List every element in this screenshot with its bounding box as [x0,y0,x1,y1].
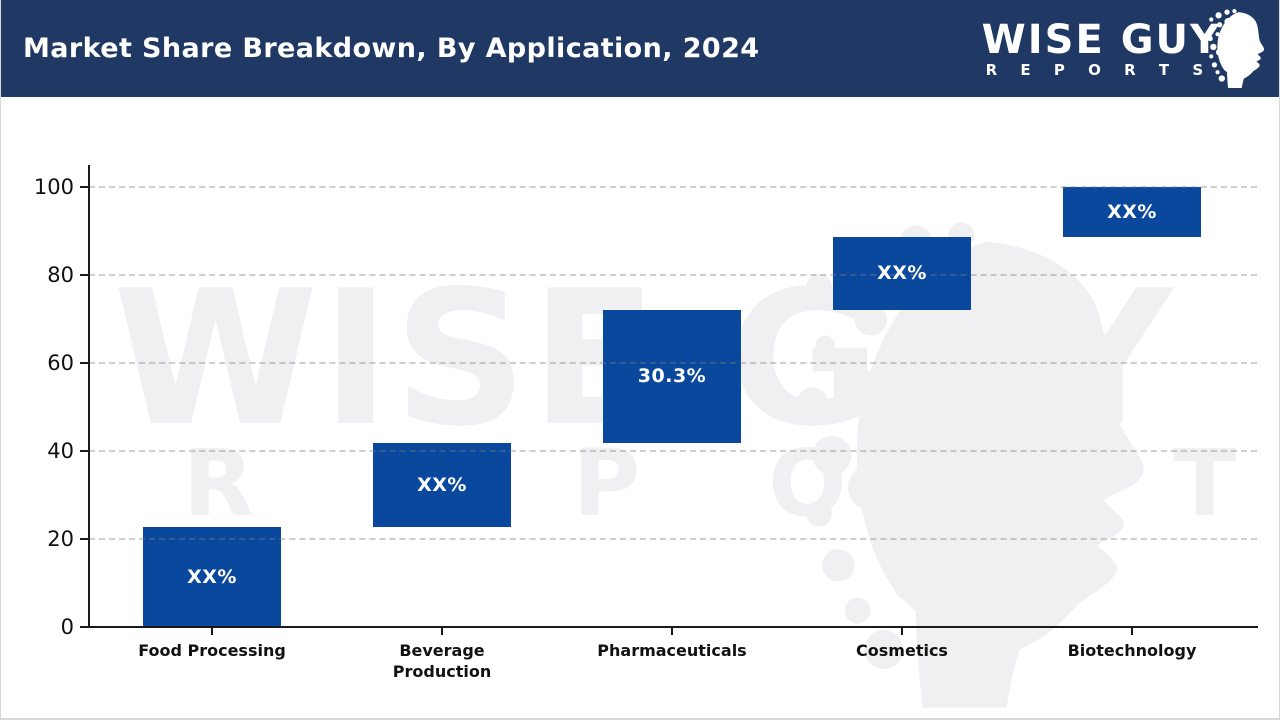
logo-text: WISE GUY R E P O R T S [982,19,1221,79]
y-axis-tick-label: 0 [60,615,74,639]
y-axis-tick-label: 40 [47,439,74,463]
gridline-60 [89,362,1257,364]
bar-value-label: XX% [877,262,927,285]
y-tick-mark [80,362,88,364]
bar-value-label: 30.3% [637,365,707,388]
bar-value-label: XX% [1107,201,1157,224]
x-tick-mark [441,628,443,635]
x-axis-label-pharmaceuticals: Pharmaceuticals [597,641,747,660]
header-bar: Market Share Breakdown, By Application, … [1,0,1279,97]
gridline-80 [89,274,1257,276]
gridline-100 [89,186,1257,188]
x-tick-mark [211,628,213,635]
y-axis-tick-label: 80 [47,263,74,287]
bar-cosmetics [833,237,971,310]
x-axis-label-beverage-production: Beverage Production [392,641,492,681]
logo-wordmark: WISE GUY [981,16,1221,63]
x-axis-spine [88,626,1258,628]
x-axis-label-cosmetics: Cosmetics [856,641,948,660]
bar-value-label: XX% [417,474,467,497]
x-axis-label-food-processing: Food Processing [138,641,286,660]
y-axis-spine [88,165,90,628]
y-tick-mark [80,538,88,540]
y-tick-mark [80,450,88,452]
bar-food-processing [143,527,281,627]
x-tick-mark [901,628,903,635]
bar-value-label: XX% [187,566,237,589]
bar-biotechnology [1063,187,1201,238]
y-tick-mark [80,186,88,188]
logo-face-icon [1207,9,1265,88]
y-axis-tick-label: 100 [33,175,74,199]
gridline-20 [89,538,1257,540]
x-tick-mark [671,628,673,635]
y-axis-tick-label: 60 [47,351,74,375]
y-axis-tick-label: 20 [47,527,74,551]
y-tick-mark [80,626,88,628]
x-axis-label-biotechnology: Biotechnology [1067,641,1197,660]
wise-guy-logo: WISE GUY R E P O R T S [982,9,1265,88]
bar-pharmaceuticals [603,309,741,444]
bar-beverage-production [373,443,511,528]
gridline-40 [89,450,1257,452]
y-tick-mark [80,274,88,276]
logo-subtitle: R E P O R T S [985,60,1213,79]
chart-title: Market Share Breakdown, By Application, … [23,33,760,64]
x-tick-mark [1131,628,1133,635]
